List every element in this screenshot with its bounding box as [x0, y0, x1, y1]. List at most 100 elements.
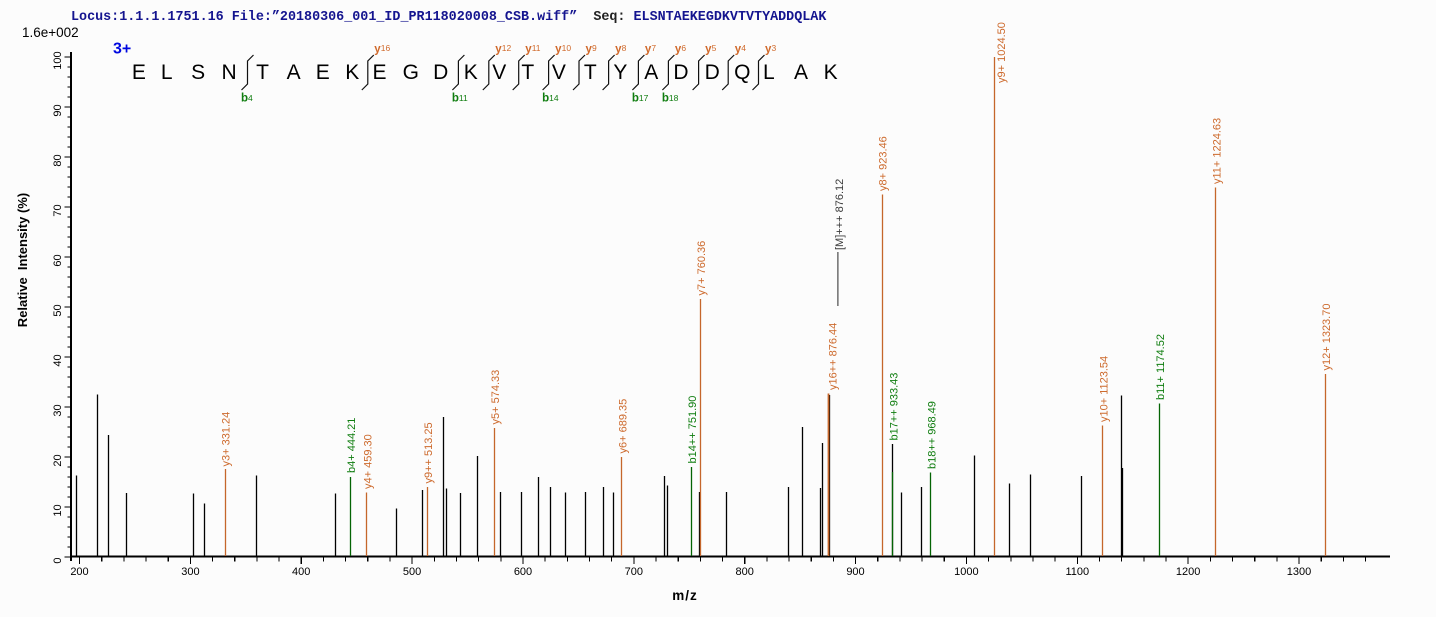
svg-text:1300: 1300: [1287, 566, 1311, 578]
svg-text:T: T: [256, 61, 269, 84]
svg-text:800: 800: [736, 566, 754, 578]
svg-text:L: L: [763, 61, 775, 84]
svg-text:Q: Q: [734, 61, 750, 84]
svg-text:600: 600: [514, 566, 532, 578]
svg-text:40: 40: [52, 354, 64, 366]
svg-text:y: y: [374, 44, 381, 56]
svg-text:K: K: [464, 61, 478, 84]
svg-text:S: S: [191, 61, 205, 84]
svg-text:y: y: [735, 44, 742, 56]
svg-text:L: L: [161, 61, 173, 84]
svg-text:1000: 1000: [954, 566, 978, 578]
svg-text:9: 9: [592, 43, 597, 53]
svg-text:70: 70: [52, 204, 64, 216]
svg-text:700: 700: [625, 566, 643, 578]
svg-text:b: b: [452, 93, 459, 105]
svg-text:y12+ 1323.70: y12+ 1323.70: [1321, 304, 1333, 371]
svg-text:y: y: [645, 44, 652, 56]
svg-text:Relative Intensity (%): Relative Intensity (%): [15, 193, 30, 327]
svg-text:A: A: [287, 61, 301, 84]
svg-text:3: 3: [772, 43, 777, 53]
svg-text:10: 10: [562, 43, 572, 53]
svg-text:y3+ 331.24: y3+ 331.24: [221, 412, 233, 467]
svg-text:14: 14: [549, 93, 559, 103]
svg-text:100: 100: [52, 51, 64, 69]
svg-text:y6+ 689.35: y6+ 689.35: [617, 399, 629, 454]
svg-text:D: D: [433, 61, 448, 84]
svg-text:K: K: [345, 61, 359, 84]
svg-text:[M]+++ 876.12: [M]+++ 876.12: [834, 179, 846, 250]
svg-text:y: y: [675, 44, 682, 56]
svg-text:18: 18: [669, 93, 679, 103]
svg-text:12: 12: [502, 43, 512, 53]
svg-text:400: 400: [292, 566, 310, 578]
svg-text:60: 60: [52, 254, 64, 266]
svg-text:b: b: [542, 93, 549, 105]
svg-text:5: 5: [712, 43, 717, 53]
svg-text:y: y: [525, 44, 532, 56]
svg-text:4: 4: [741, 43, 746, 53]
svg-text:17: 17: [639, 93, 649, 103]
svg-text:b11+ 1174.52: b11+ 1174.52: [1155, 334, 1167, 400]
svg-text:y: y: [555, 44, 562, 56]
svg-text:11: 11: [532, 43, 541, 53]
svg-text:T: T: [521, 61, 534, 84]
svg-text:y8+ 923.46: y8+ 923.46: [878, 136, 890, 191]
svg-text:V: V: [492, 61, 506, 84]
svg-text:3+: 3+: [113, 41, 131, 58]
svg-text:y5+ 574.33: y5+ 574.33: [490, 370, 502, 425]
svg-text:N: N: [222, 61, 237, 84]
svg-text:b18++ 968.49: b18++ 968.49: [926, 401, 938, 469]
svg-text:b17++ 933.43: b17++ 933.43: [889, 373, 901, 441]
svg-text:30: 30: [52, 404, 64, 416]
svg-text:y16++ 876.44: y16++ 876.44: [827, 323, 839, 390]
svg-text:b: b: [632, 93, 639, 105]
svg-text:b14++ 751.90: b14++ 751.90: [687, 396, 699, 464]
svg-text:90: 90: [52, 104, 64, 116]
svg-text:y: y: [765, 44, 772, 56]
svg-text:A: A: [794, 61, 808, 84]
svg-text:1.6e+002: 1.6e+002: [22, 25, 79, 40]
svg-text:y11+ 1224.63: y11+ 1224.63: [1211, 118, 1223, 184]
svg-text:300: 300: [181, 566, 199, 578]
svg-text:y10+ 1123.54: y10+ 1123.54: [1098, 356, 1110, 422]
svg-text:80: 80: [52, 154, 64, 166]
svg-text:m/z: m/z: [672, 588, 698, 603]
svg-text:900: 900: [846, 566, 864, 578]
svg-text:1200: 1200: [1176, 566, 1200, 578]
svg-text:10: 10: [52, 504, 64, 516]
svg-text:1100: 1100: [1065, 566, 1089, 578]
svg-text:D: D: [705, 61, 720, 84]
svg-text:50: 50: [52, 304, 64, 316]
svg-text:6: 6: [681, 43, 686, 53]
svg-text:b4+ 444.21: b4+ 444.21: [346, 418, 358, 473]
svg-text:y: y: [705, 44, 712, 56]
svg-text:T: T: [584, 61, 597, 84]
svg-text:4: 4: [248, 93, 253, 103]
svg-text:y: y: [495, 44, 502, 56]
svg-text:y7+ 760.36: y7+ 760.36: [696, 241, 708, 296]
svg-text:V: V: [552, 61, 566, 84]
svg-text:7: 7: [651, 43, 656, 53]
svg-text:500: 500: [403, 566, 421, 578]
svg-text:G: G: [403, 61, 419, 84]
svg-text:0: 0: [52, 557, 64, 563]
svg-text:y: y: [586, 44, 593, 56]
svg-text:20: 20: [52, 454, 64, 466]
svg-text:y4+ 459.30: y4+ 459.30: [362, 434, 374, 489]
svg-text:y9++ 513.25: y9++ 513.25: [423, 422, 435, 483]
svg-text:Y: Y: [613, 61, 627, 84]
svg-text:b: b: [662, 93, 669, 105]
svg-text:A: A: [644, 61, 658, 84]
svg-text:E: E: [132, 61, 146, 84]
svg-text:D: D: [673, 61, 688, 84]
svg-text:E: E: [316, 61, 330, 84]
svg-text:y: y: [615, 44, 622, 56]
svg-text:b: b: [241, 93, 248, 105]
svg-text:16: 16: [381, 43, 391, 53]
svg-text:y9+ 1024.50: y9+ 1024.50: [996, 22, 1008, 83]
svg-text:Locus:1.1.1.1751.16 File:”2018: Locus:1.1.1.1751.16 File:”20180306_001_I…: [71, 10, 827, 25]
svg-text:8: 8: [622, 43, 627, 53]
svg-text:K: K: [824, 61, 838, 84]
svg-text:200: 200: [70, 566, 88, 578]
